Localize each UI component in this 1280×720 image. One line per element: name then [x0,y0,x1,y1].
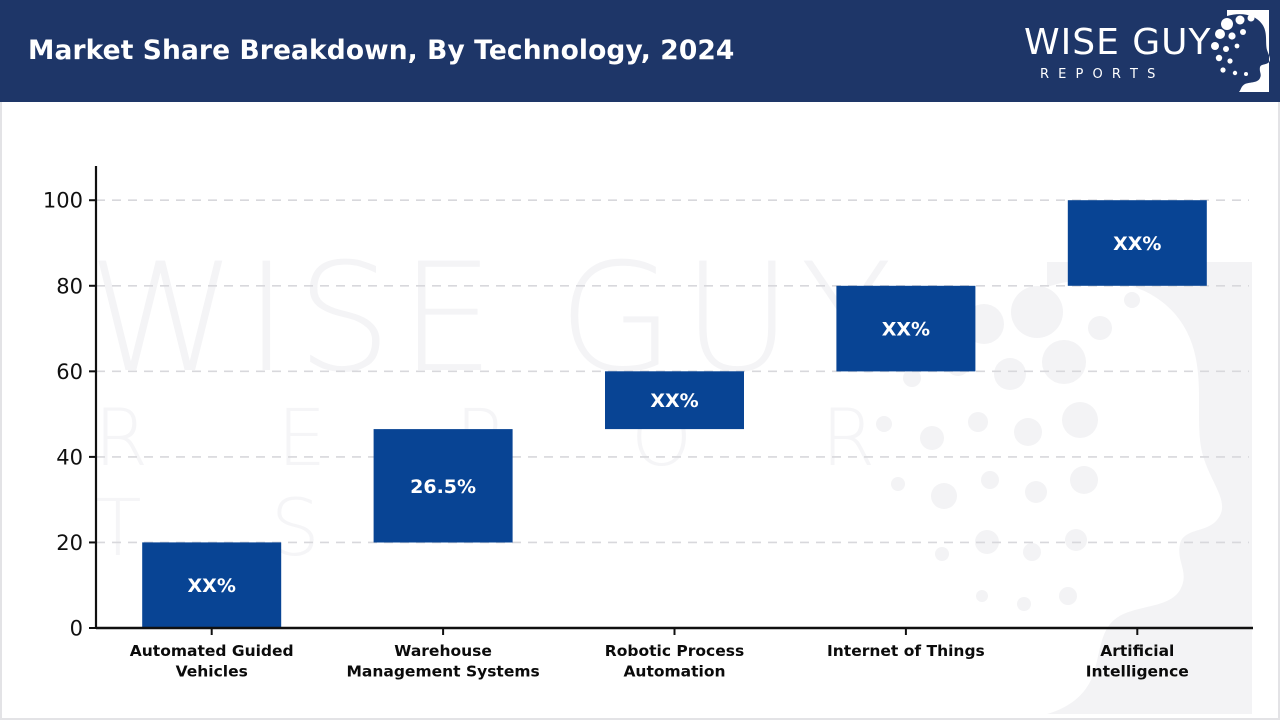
y-tick-label: 20 [56,531,83,555]
y-tick-marks [89,199,96,629]
bar-value-label: 26.5% [410,476,476,498]
x-tick-label: Warehouse Management Systems [346,642,539,681]
brand-logo: WISE GUY R E P O R T S [1022,8,1272,94]
bar-value-label: XX% [1113,233,1161,255]
bar[interactable] [1067,200,1207,286]
svg-text:WISE GUY: WISE GUY [1024,22,1212,63]
y-tick-label: 0 [70,617,83,641]
bar-value-labels: XX% 26.5% XX% XX% XX% [188,233,1162,597]
plot-area: 0 20 40 60 80 100 XX% 26.5% XX% XX% XX% Automated… [2,102,1278,716]
bar-series [142,200,1207,628]
page-title: Market Share Breakdown, By Technology, 2… [28,35,735,66]
chart-body: WISE GUY R E P O R T S [0,102,1280,720]
bar-value-label: XX% [188,575,236,597]
x-tick-label: Automated Guided Vehicles [130,642,294,681]
head-profile-dots-icon [1211,10,1270,92]
bar-value-label: XX% [882,319,930,341]
gridlines [96,199,1249,544]
header-bar: Market Share Breakdown, By Technology, 2… [0,0,1280,102]
y-tick-label: 80 [56,274,83,298]
y-tick-label: 100 [43,189,83,213]
x-tick-marks [210,628,1139,635]
bar[interactable] [373,429,513,543]
x-tick-label: Internet of Things [827,642,985,660]
bar[interactable] [142,542,282,628]
bar[interactable] [605,371,744,430]
svg-text:R E P O R T S: R E P O R T S [1040,67,1158,82]
y-tick-label: 40 [56,445,83,469]
bar[interactable] [836,285,976,372]
y-tick-label: 60 [56,360,83,384]
x-tick-label: Robotic Process Automation [605,642,744,681]
x-tick-labels: Automated Guided Vehicles Warehouse Managem… [130,642,1189,681]
bar-value-label: XX% [650,390,698,412]
x-tick-label: Artificial Intelligence [1086,642,1189,681]
y-tick-labels: 0 20 40 60 80 100 [43,189,83,641]
